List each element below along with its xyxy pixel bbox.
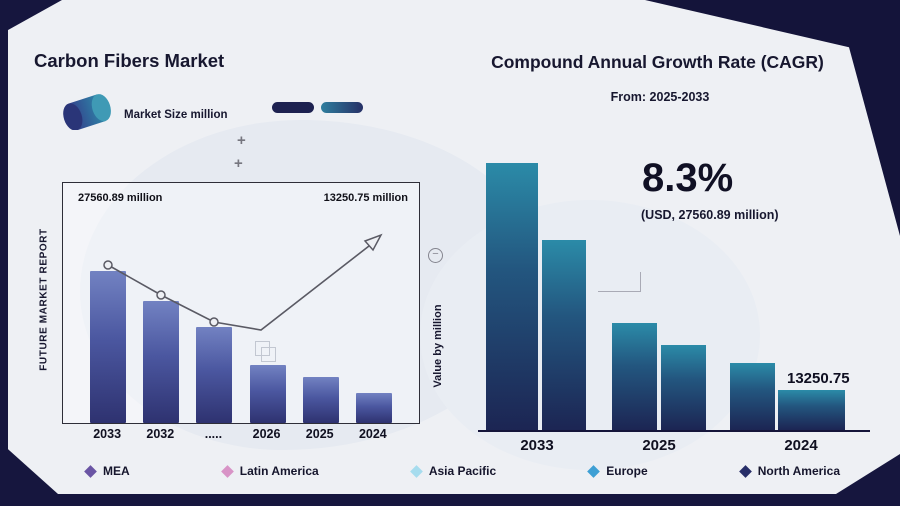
circle-minus-icon: − — [428, 248, 443, 263]
legend-item-north-america: North America — [738, 464, 840, 478]
left-edge-bar — [0, 0, 8, 506]
corner-decoration — [0, 0, 62, 30]
cagr-bar — [542, 240, 586, 430]
legend-item-latin-america: Latin America — [220, 464, 319, 478]
corner-decoration — [0, 442, 58, 494]
region-legend: MEA Latin America Asia Pacific Europe No… — [84, 464, 840, 478]
pill-dark — [272, 102, 314, 113]
north-america-diamond-icon — [738, 464, 752, 478]
cagr-x-label: 2033 — [520, 437, 554, 454]
market-size-bar — [355, 393, 392, 423]
cagr-bar — [486, 163, 538, 430]
plus-decoration: + — [234, 155, 243, 172]
future-market-report-label: FUTURE MARKET REPORT — [38, 228, 50, 371]
legend-label: Latin America — [239, 464, 319, 478]
market-size-bar — [196, 327, 233, 423]
ghost-square-decoration — [261, 347, 276, 362]
cagr-x-label: 2024 — [784, 437, 818, 454]
europe-diamond-icon — [587, 464, 601, 478]
cagr-bar — [661, 345, 706, 430]
step-line-decoration — [598, 272, 641, 292]
corner-decoration — [836, 454, 900, 494]
market-size-bar — [249, 365, 286, 423]
page-title: Carbon Fibers Market — [34, 50, 225, 71]
market-size-bar — [143, 301, 180, 423]
cylinder-icon — [62, 94, 114, 135]
market-size-x-label: 2024 — [358, 427, 387, 441]
end-value-label: 13250.75 — [787, 370, 850, 387]
value-axis-label: Value by million — [432, 304, 444, 388]
cagr-bar — [612, 323, 657, 430]
min-value-annotation: 13250.75 million — [323, 192, 408, 204]
legend-item-europe: Europe — [587, 464, 648, 478]
cagr-bar — [778, 390, 845, 430]
cagr-bar — [730, 363, 775, 430]
asia-pacific-diamond-icon — [409, 464, 423, 478]
max-value-annotation: 27560.89 million — [78, 192, 163, 204]
cagr-subtitle: From: 2025-2033 — [610, 90, 710, 104]
latin-america-diamond-icon — [220, 464, 234, 478]
market-size-bar — [302, 377, 339, 423]
market-size-legend: Market Size million — [62, 94, 228, 135]
cagr-axis-baseline — [478, 430, 870, 432]
market-size-x-label: 2033 — [93, 427, 122, 441]
cagr-bars — [478, 163, 872, 430]
market-size-bars — [63, 183, 419, 423]
market-size-x-label: 2032 — [146, 427, 175, 441]
legend-item-asia-pacific: Asia Pacific — [409, 464, 497, 478]
ghost-square-decoration — [255, 341, 270, 356]
plus-decoration: + — [237, 132, 246, 149]
market-size-x-label: ..... — [204, 427, 223, 441]
market-size-x-label: 2026 — [252, 427, 281, 441]
cagr-detail: (USD, 27560.89 million) — [641, 208, 779, 222]
mea-diamond-icon — [84, 464, 97, 478]
cagr-title: Compound Annual Growth Rate (CAGR) — [491, 52, 824, 72]
cagr-x-label: 2025 — [642, 437, 676, 454]
market-size-legend-label: Market Size million — [124, 108, 228, 121]
bottom-edge-bar — [0, 494, 900, 506]
scale-pills — [272, 102, 363, 113]
legend-label: Europe — [606, 464, 648, 478]
market-size-x-label: 2025 — [305, 427, 334, 441]
legend-label: MEA — [103, 464, 130, 478]
legend-item-mea: MEA — [84, 464, 130, 478]
cagr-value: 8.3% — [642, 156, 734, 200]
legend-label: North America — [757, 464, 840, 478]
pill-gradient — [321, 102, 363, 113]
legend-label: Asia Pacific — [428, 464, 497, 478]
market-size-x-axis: 2033 2032..... 2026 2025 2024 — [62, 427, 418, 441]
market-size-bar — [90, 271, 127, 423]
market-size-chart: 27560.89 million 13250.75 million — [62, 182, 420, 424]
